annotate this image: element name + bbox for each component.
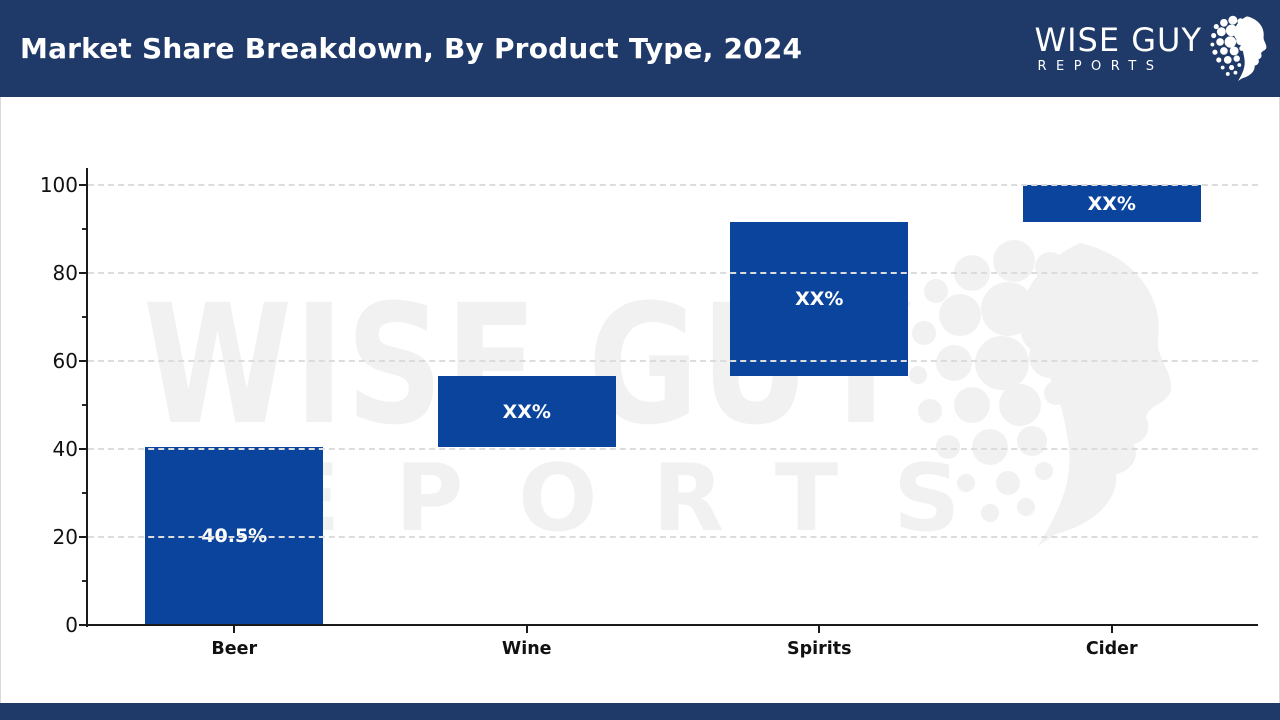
y-tick-100 <box>79 184 86 186</box>
logo-wiseguy-label: WISE GUY <box>1034 20 1202 59</box>
y-tick-label-40: 40 <box>52 437 78 461</box>
x-tick-wine <box>525 626 528 633</box>
y-tick-60 <box>79 360 86 362</box>
y-axis-line <box>86 168 88 627</box>
y-tick-label-0: 0 <box>65 613 78 637</box>
y-tick-0 <box>79 624 86 626</box>
logo-reports-label: REPORTS <box>1037 59 1164 75</box>
watermark-dotted-head-icon <box>909 240 1172 546</box>
gridline-80 <box>88 272 1258 274</box>
footer-bar <box>0 703 1280 720</box>
x-axis-line <box>86 624 1258 626</box>
gridline-100 <box>88 184 1258 186</box>
y-tick-label-80: 80 <box>52 261 78 285</box>
gridline-60 <box>88 360 1258 362</box>
y-tick-label-60: 60 <box>52 349 78 373</box>
header-bar: Market Share Breakdown, By Product Type,… <box>0 0 1280 97</box>
y-minor-tick-30 <box>82 492 86 494</box>
bar-value-label-spirits: XX% <box>795 288 844 311</box>
x-tick-cider <box>1110 626 1113 633</box>
bar-value-label-beer: 40.5% <box>201 524 268 547</box>
y-tick-label-100: 100 <box>39 173 78 197</box>
bar-spirits: XX% <box>730 222 909 377</box>
y-tick-80 <box>79 272 86 274</box>
x-tick-beer <box>233 626 236 633</box>
y-minor-tick-50 <box>82 404 86 406</box>
y-tick-20 <box>79 536 86 538</box>
bar-wine: XX% <box>437 376 616 447</box>
category-label-spirits: Spirits <box>786 639 852 659</box>
y-minor-tick-10 <box>82 580 86 582</box>
x-tick-spirits <box>818 626 821 633</box>
y-minor-tick-90 <box>82 228 86 230</box>
gridline-40 <box>88 448 1258 450</box>
bar-cider: XX% <box>1022 185 1201 223</box>
category-label-wine: Wine <box>501 639 552 659</box>
gridline-20 <box>88 536 1258 538</box>
y-minor-tick-70 <box>82 316 86 318</box>
category-label-cider: Cider <box>1085 639 1138 659</box>
bar-value-label-wine: XX% <box>502 400 551 423</box>
category-label-beer: Beer <box>211 639 258 659</box>
logo-text: WISE GUY REPORTS <box>1034 20 1202 75</box>
bar-value-label-cider: XX% <box>1087 192 1136 215</box>
wise-guy-reports-logo: WISE GUY REPORTS <box>1034 4 1270 94</box>
page-title: Market Share Breakdown, By Product Type,… <box>20 32 803 65</box>
y-tick-label-20: 20 <box>52 525 78 549</box>
y-tick-40 <box>79 448 86 450</box>
bar-beer: 40.5% <box>145 446 324 625</box>
